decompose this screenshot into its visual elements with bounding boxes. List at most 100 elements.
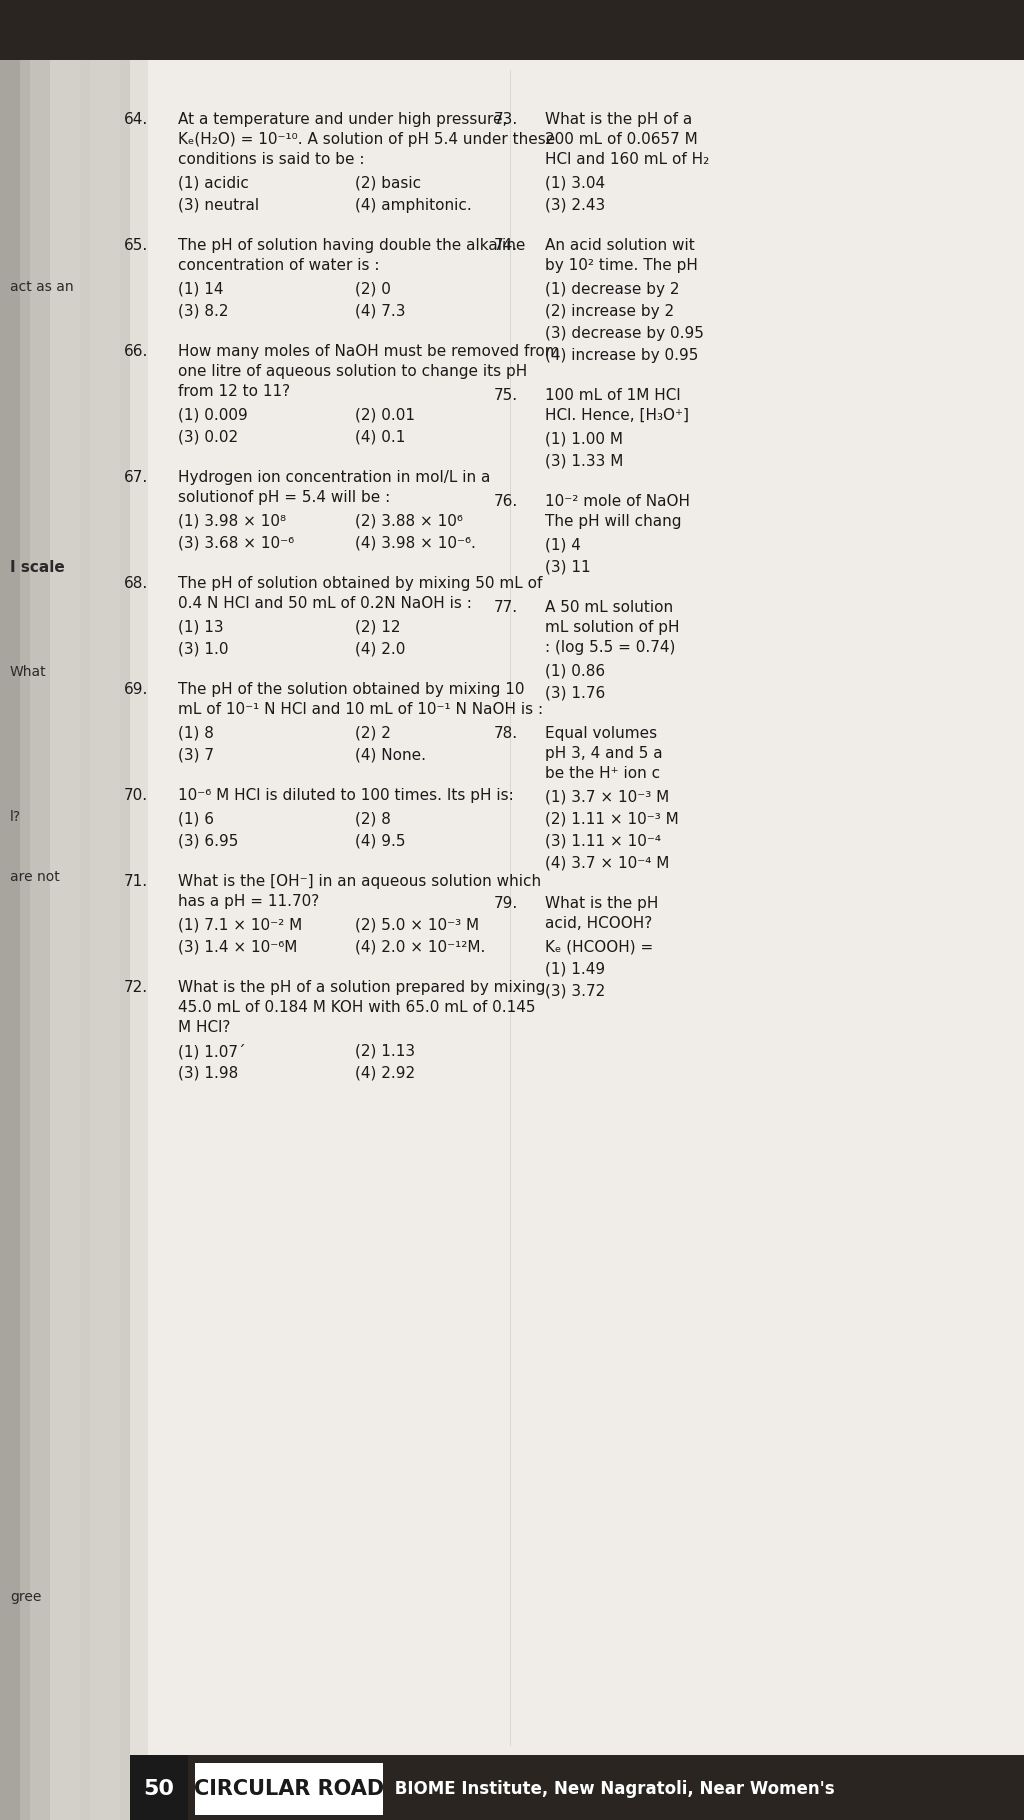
Text: act as an: act as an <box>10 280 74 295</box>
Bar <box>0 0 1024 69</box>
Text: 67.: 67. <box>124 470 148 484</box>
Text: (2) 12: (2) 12 <box>355 621 400 635</box>
Text: An acid solution wit: An acid solution wit <box>545 238 694 253</box>
Text: (3) 0.02: (3) 0.02 <box>178 430 239 446</box>
Text: (3) 1.98: (3) 1.98 <box>178 1067 239 1081</box>
Text: (1) 1.00 M: (1) 1.00 M <box>545 431 623 448</box>
Text: 71.: 71. <box>124 874 148 888</box>
Text: How many moles of NaOH must be removed from: How many moles of NaOH must be removed f… <box>178 344 560 359</box>
Text: solutionof pH = 5.4 will be :: solutionof pH = 5.4 will be : <box>178 490 390 504</box>
Text: (1) decrease by 2: (1) decrease by 2 <box>545 282 680 297</box>
Text: (2) 8: (2) 8 <box>355 812 391 826</box>
Text: (1) 7.1 × 10⁻² M: (1) 7.1 × 10⁻² M <box>178 917 302 934</box>
Text: (2) 5.0 × 10⁻³ M: (2) 5.0 × 10⁻³ M <box>355 917 479 934</box>
Text: (3) 1.33 M: (3) 1.33 M <box>545 453 624 470</box>
Text: (2) 3.88 × 10⁶: (2) 3.88 × 10⁶ <box>355 513 463 530</box>
Text: 69.: 69. <box>124 682 148 697</box>
Text: (1) 1.49: (1) 1.49 <box>545 963 605 977</box>
Text: conditions is said to be :: conditions is said to be : <box>178 153 365 167</box>
Bar <box>0 60 130 1820</box>
Text: (2) 1.11 × 10⁻³ M: (2) 1.11 × 10⁻³ M <box>545 812 679 826</box>
Text: 45.0 mL of 0.184 M KOH with 65.0 mL of 0.145: 45.0 mL of 0.184 M KOH with 65.0 mL of 0… <box>178 999 536 1016</box>
Bar <box>130 1754 1024 1820</box>
Text: The pH will chang: The pH will chang <box>545 513 682 530</box>
Text: (2) basic: (2) basic <box>355 177 421 191</box>
Text: The pH of the solution obtained by mixing 10: The pH of the solution obtained by mixin… <box>178 682 524 697</box>
Text: I scale: I scale <box>10 561 65 575</box>
Text: (1) 14: (1) 14 <box>178 282 223 297</box>
Text: (4) 3.98 × 10⁻⁶.: (4) 3.98 × 10⁻⁶. <box>355 537 476 551</box>
Text: 200 mL of 0.0657 M: 200 mL of 0.0657 M <box>545 133 697 147</box>
Bar <box>130 1754 188 1820</box>
Text: (4) 0.1: (4) 0.1 <box>355 430 406 446</box>
Text: What is the pH: What is the pH <box>545 895 658 912</box>
Text: (4) 3.7 × 10⁻⁴ M: (4) 3.7 × 10⁻⁴ M <box>545 855 670 872</box>
Text: (2) 0.01: (2) 0.01 <box>355 408 415 422</box>
Text: l?: l? <box>10 810 22 824</box>
Text: (3) 2.43: (3) 2.43 <box>545 198 605 213</box>
Text: A 50 mL solution: A 50 mL solution <box>545 601 673 615</box>
Text: (2) 1.13: (2) 1.13 <box>355 1045 415 1059</box>
Text: 70.: 70. <box>124 788 148 803</box>
Text: (1) 3.04: (1) 3.04 <box>545 177 605 191</box>
Text: one litre of aqueous solution to change its pH: one litre of aqueous solution to change … <box>178 364 527 379</box>
Bar <box>20 60 50 1820</box>
Text: 50: 50 <box>143 1778 174 1798</box>
Text: mL solution of pH: mL solution of pH <box>545 621 680 635</box>
Text: CIRCULAR ROAD: CIRCULAR ROAD <box>194 1778 384 1798</box>
Text: (2) 2: (2) 2 <box>355 726 391 741</box>
Text: At a temperature and under high pressure,: At a temperature and under high pressure… <box>178 113 507 127</box>
Text: HCl. Hence, [H₃O⁺]: HCl. Hence, [H₃O⁺] <box>545 408 689 422</box>
Text: 73.: 73. <box>494 113 518 127</box>
Text: (2) increase by 2: (2) increase by 2 <box>545 304 674 318</box>
Text: (1) acidic: (1) acidic <box>178 177 249 191</box>
Text: (3) 11: (3) 11 <box>545 561 591 575</box>
Text: 66.: 66. <box>124 344 148 359</box>
Text: pH 3, 4 and 5 a: pH 3, 4 and 5 a <box>545 746 663 761</box>
Text: (3) 1.76: (3) 1.76 <box>545 686 605 701</box>
Text: (4) 2.92: (4) 2.92 <box>355 1067 415 1081</box>
Bar <box>130 60 1024 1754</box>
Text: (1) 6: (1) 6 <box>178 812 214 826</box>
Text: Kₑ (HCOOH) =: Kₑ (HCOOH) = <box>545 939 653 956</box>
Text: (4) None.: (4) None. <box>355 748 426 763</box>
Text: (1) 4: (1) 4 <box>545 539 581 553</box>
Text: Equal volumes: Equal volumes <box>545 726 657 741</box>
Bar <box>130 60 148 1754</box>
Text: (3) 8.2: (3) 8.2 <box>178 304 228 318</box>
Text: What is the pH of a solution prepared by mixing: What is the pH of a solution prepared by… <box>178 979 546 996</box>
Text: 79.: 79. <box>494 895 518 912</box>
Text: (3) 1.11 × 10⁻⁴: (3) 1.11 × 10⁻⁴ <box>545 834 662 848</box>
Text: concentration of water is :: concentration of water is : <box>178 258 380 273</box>
Text: 68.: 68. <box>124 575 148 592</box>
Text: BIOME Institute, New Nagratoli, Near Women's: BIOME Institute, New Nagratoli, Near Wom… <box>389 1780 835 1798</box>
Text: (4) 2.0 × 10⁻¹²M.: (4) 2.0 × 10⁻¹²M. <box>355 939 485 956</box>
Text: 76.: 76. <box>494 493 518 510</box>
Text: (3) decrease by 0.95: (3) decrease by 0.95 <box>545 326 703 340</box>
Bar <box>90 60 120 1820</box>
Text: (3) 3.68 × 10⁻⁶: (3) 3.68 × 10⁻⁶ <box>178 537 294 551</box>
Text: has a pH = 11.70?: has a pH = 11.70? <box>178 894 319 908</box>
Text: (3) 1.0: (3) 1.0 <box>178 642 228 657</box>
Text: (3) 3.72: (3) 3.72 <box>545 985 605 999</box>
Text: (3) neutral: (3) neutral <box>178 198 259 213</box>
Text: : (log 5.5 = 0.74): : (log 5.5 = 0.74) <box>545 641 676 655</box>
Text: gree: gree <box>10 1591 41 1603</box>
Text: (3) 7: (3) 7 <box>178 748 214 763</box>
Bar <box>0 60 30 1820</box>
Text: What is the [OH⁻] in an aqueous solution which: What is the [OH⁻] in an aqueous solution… <box>178 874 541 888</box>
Text: (4) 7.3: (4) 7.3 <box>355 304 406 318</box>
Text: (1) 8: (1) 8 <box>178 726 214 741</box>
Text: What is the pH of a: What is the pH of a <box>545 113 692 127</box>
Text: by 10² time. The pH: by 10² time. The pH <box>545 258 698 273</box>
Text: The pH of solution having double the alkaline: The pH of solution having double the alk… <box>178 238 525 253</box>
Text: 100 mL of 1M HCl: 100 mL of 1M HCl <box>545 388 681 402</box>
Text: (1) 1.07´: (1) 1.07´ <box>178 1045 246 1059</box>
Text: (1) 3.7 × 10⁻³ M: (1) 3.7 × 10⁻³ M <box>545 790 670 804</box>
Text: 77.: 77. <box>494 601 518 615</box>
Text: (4) 9.5: (4) 9.5 <box>355 834 406 848</box>
Text: (1) 0.009: (1) 0.009 <box>178 408 248 422</box>
Text: 75.: 75. <box>494 388 518 402</box>
Text: The pH of solution obtained by mixing 50 mL of: The pH of solution obtained by mixing 50… <box>178 575 543 592</box>
Text: (4) increase by 0.95: (4) increase by 0.95 <box>545 348 698 362</box>
